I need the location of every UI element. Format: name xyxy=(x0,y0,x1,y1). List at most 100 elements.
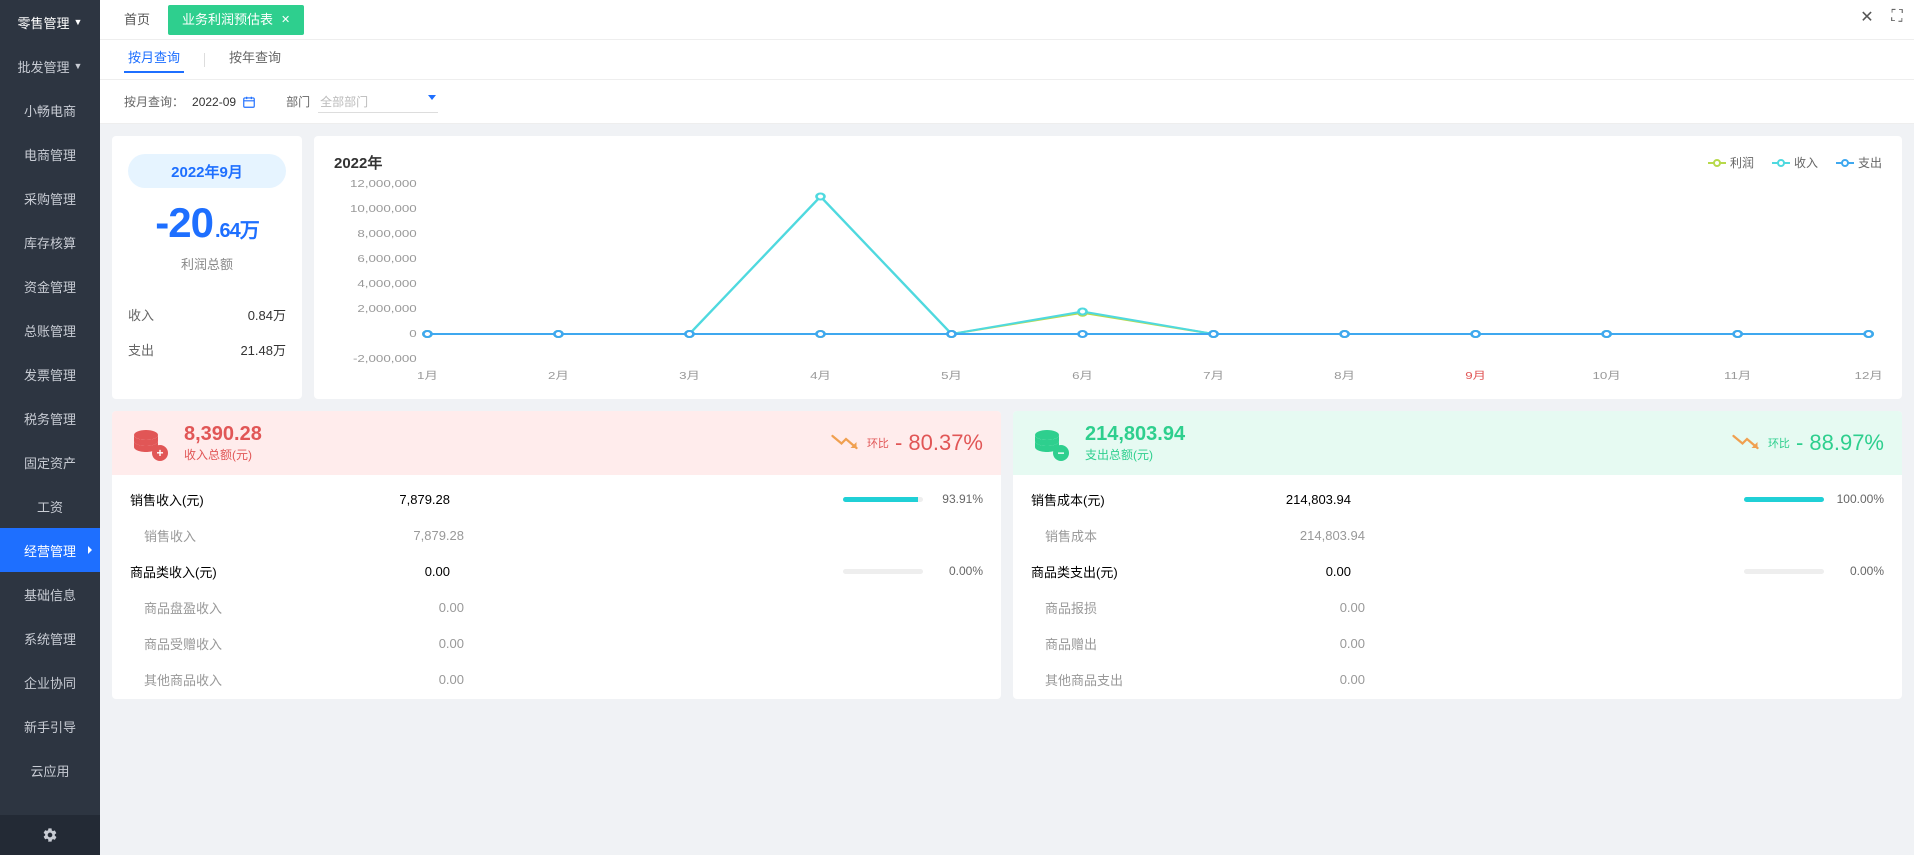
svg-text:-2,000,000: -2,000,000 xyxy=(353,354,417,365)
summary-rows: 收入0.84万支出21.48万 xyxy=(128,297,286,367)
profit-total-label: 利润总额 xyxy=(128,254,286,273)
svg-text:6月: 6月 xyxy=(1072,371,1093,382)
chevron-down-icon: ▼ xyxy=(74,17,83,27)
sidebar-item-电商管理[interactable]: 电商管理 xyxy=(0,132,100,176)
sidebar-item-库存核算[interactable]: 库存核算 xyxy=(0,220,100,264)
sidebar-item-资金管理[interactable]: 资金管理 xyxy=(0,264,100,308)
svg-text:4,000,000: 4,000,000 xyxy=(357,279,417,290)
summary-row: 支出21.48万 xyxy=(128,332,286,367)
row-value: 0.00 xyxy=(344,636,464,651)
gear-icon xyxy=(42,827,58,843)
sidebar-item-工资[interactable]: 工资 xyxy=(0,484,100,528)
svg-text:11月: 11月 xyxy=(1724,371,1751,382)
chart-legend: 利润 收入 支出 xyxy=(1708,154,1882,171)
calendar-icon[interactable] xyxy=(242,95,256,109)
svg-text:12月: 12月 xyxy=(1855,371,1882,382)
row-name: 销售收入(元) xyxy=(130,490,330,509)
tab-home[interactable]: 首页 xyxy=(110,5,164,35)
svg-text:9月: 9月 xyxy=(1465,371,1486,382)
row-value: 214,803.94 xyxy=(1245,528,1365,543)
svg-text:8月: 8月 xyxy=(1334,371,1355,382)
sidebar-settings[interactable] xyxy=(0,815,100,855)
tab-label: 业务利润预估表 xyxy=(182,5,273,35)
panel-row: 商品受赠收入0.00 xyxy=(130,625,983,661)
panel-banner: − 214,803.94支出总额(元) 环比- 88.97% xyxy=(1013,411,1902,475)
sidebar-item-系统管理[interactable]: 系统管理 xyxy=(0,616,100,660)
row-name: 销售成本(元) xyxy=(1031,490,1231,509)
percent-text: 0.00% xyxy=(933,564,983,578)
legend-item[interactable]: 利润 xyxy=(1708,154,1754,171)
main: ✕ ⛶ 首页 业务利润预估表 ✕ 按月查询 按年查询 按月查询： 2022-09… xyxy=(100,0,1914,855)
banner-delta: 环比- 88.97% xyxy=(1732,430,1884,456)
query-tabs: 按月查询 按年查询 xyxy=(100,40,1914,80)
panel-row: 销售成本(元)214,803.94 100.00% xyxy=(1031,481,1884,517)
legend-label: 利润 xyxy=(1730,154,1754,171)
month-value[interactable]: 2022-09 xyxy=(192,95,236,109)
panel-row: 商品赠出0.00 xyxy=(1031,625,1884,661)
sidebar-item-新手引导[interactable]: 新手引导 xyxy=(0,704,100,748)
legend-marker xyxy=(1772,159,1790,167)
sidebar-item-批发管理[interactable]: 批发管理▼ xyxy=(0,44,100,88)
row-name: 商品报损 xyxy=(1045,598,1245,617)
panel-row: 其他商品收入0.00 xyxy=(130,661,983,697)
sidebar-item-零售管理[interactable]: 零售管理▼ xyxy=(0,0,100,44)
banner-amount: 214,803.94 xyxy=(1085,423,1185,446)
percent-text: 100.00% xyxy=(1834,492,1884,506)
sidebar-item-企业协同[interactable]: 企业协同 xyxy=(0,660,100,704)
close-tab-icon[interactable]: ✕ xyxy=(1856,6,1878,28)
legend-item[interactable]: 收入 xyxy=(1772,154,1818,171)
divider xyxy=(204,53,205,67)
sidebar-item-云应用[interactable]: 云应用 xyxy=(0,748,100,792)
tab-profit-estimate[interactable]: 业务利润预估表 ✕ xyxy=(168,5,304,35)
chart-card: 2022年 利润收入支出 12,000,00010,000,0008,000,0… xyxy=(314,136,1902,399)
svg-text:10,000,000: 10,000,000 xyxy=(350,204,417,215)
row-value: 0.00 xyxy=(1245,600,1365,615)
panel-banner: +8,390.28收入总额(元)环比- 80.37% xyxy=(112,411,1001,475)
delta-label: 环比 xyxy=(867,435,889,451)
sidebar-item-小畅电商[interactable]: 小畅电商 xyxy=(0,88,100,132)
sidebar-item-经营管理[interactable]: 经营管理 xyxy=(0,528,100,572)
sidebar: 零售管理▼批发管理▼小畅电商电商管理采购管理库存核算资金管理总账管理发票管理税务… xyxy=(0,0,100,855)
fullscreen-icon[interactable]: ⛶ xyxy=(1886,6,1908,28)
panel-row: 商品类收入(元)0.000.00% xyxy=(130,553,983,589)
trend-down-arrow-icon xyxy=(831,433,861,451)
row-name: 商品受赠收入 xyxy=(144,634,344,653)
row-value: 214,803.94 xyxy=(1231,492,1351,507)
panel-row: 销售收入7,879.28 xyxy=(130,517,983,553)
summary-val: 0.84万 xyxy=(248,305,286,324)
sidebar-item-采购管理[interactable]: 采购管理 xyxy=(0,176,100,220)
sidebar-item-基础信息[interactable]: 基础信息 xyxy=(0,572,100,616)
panel-row: 商品报损0.00 xyxy=(1031,589,1884,625)
row-value: 7,879.28 xyxy=(330,492,450,507)
svg-text:−: − xyxy=(1057,446,1064,460)
summary-key: 支出 xyxy=(128,340,154,359)
bar-wrap: 100.00% xyxy=(1351,492,1884,506)
tab-by-month[interactable]: 按月查询 xyxy=(124,47,184,72)
panel-row: 销售成本214,803.94 xyxy=(1031,517,1884,553)
banner-label: 支出总额(元) xyxy=(1085,446,1185,463)
bar-fill xyxy=(843,497,918,502)
delta-value: - 80.37% xyxy=(895,430,983,456)
bar-wrap: 93.91% xyxy=(450,492,983,506)
detail-panels: +8,390.28收入总额(元)环比- 80.37%销售收入(元)7,879.2… xyxy=(112,411,1902,699)
legend-item[interactable]: 支出 xyxy=(1836,154,1882,171)
svg-text:4月: 4月 xyxy=(810,371,831,382)
trend-down-arrow-icon xyxy=(1732,433,1762,451)
percent-text: 93.91% xyxy=(933,492,983,506)
row-name: 销售成本 xyxy=(1045,526,1245,545)
sidebar-item-固定资产[interactable]: 固定资产 xyxy=(0,440,100,484)
page-tabs: 首页 业务利润预估表 ✕ xyxy=(100,0,1914,40)
tab-close-icon[interactable]: ✕ xyxy=(281,5,290,35)
profit-total-number: -20 .64万 xyxy=(128,202,286,244)
sidebar-item-总账管理[interactable]: 总账管理 xyxy=(0,308,100,352)
svg-text:7月: 7月 xyxy=(1203,371,1224,382)
row-name: 其他商品收入 xyxy=(144,670,344,689)
income-panel: +8,390.28收入总额(元)环比- 80.37%销售收入(元)7,879.2… xyxy=(112,411,1001,699)
sidebar-item-税务管理[interactable]: 税务管理 xyxy=(0,396,100,440)
panel-row: 其他商品支出0.00 xyxy=(1031,661,1884,697)
content-area: 2022年9月 -20 .64万 利润总额 收入0.84万支出21.48万 20… xyxy=(100,124,1914,855)
delta-label: 环比 xyxy=(1768,435,1790,451)
sidebar-item-发票管理[interactable]: 发票管理 xyxy=(0,352,100,396)
tab-by-year[interactable]: 按年查询 xyxy=(225,47,285,72)
dept-select[interactable]: 全部部门 xyxy=(318,91,438,113)
